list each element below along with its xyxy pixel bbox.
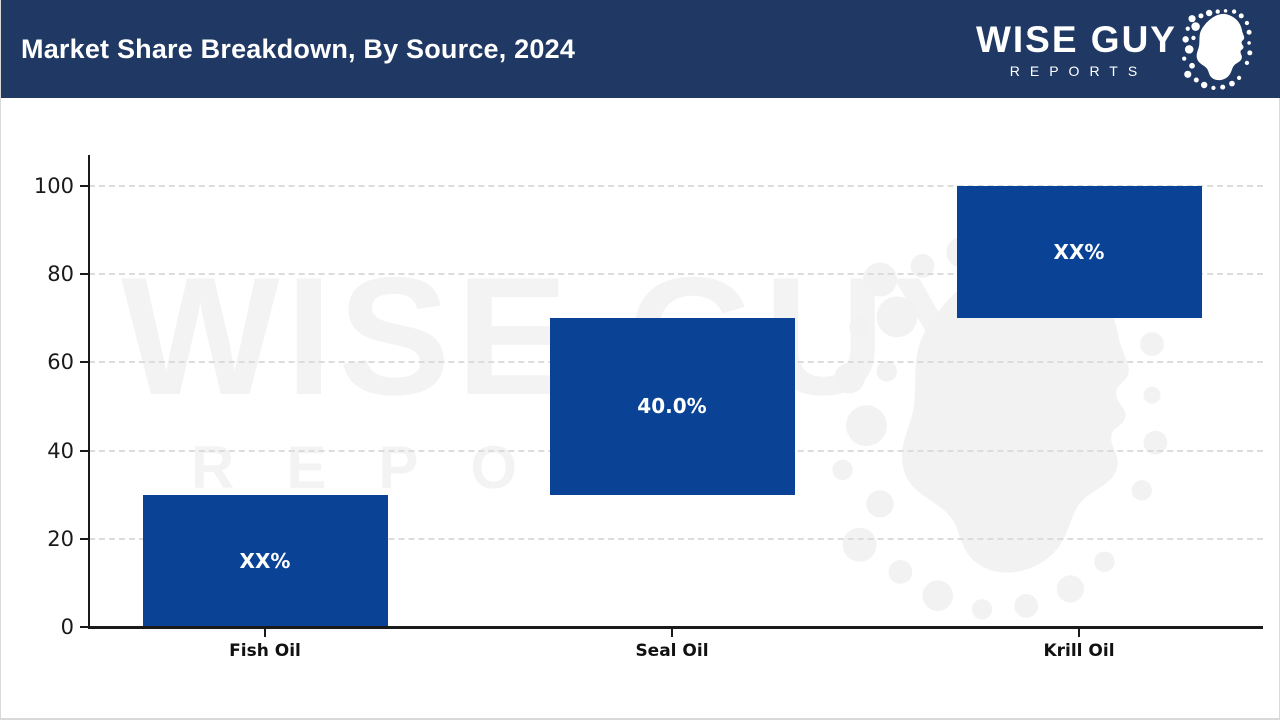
gridline-100 — [89, 185, 1263, 187]
x-axis-tick-fish-oil — [264, 629, 266, 637]
logo-wordmark: WISE GUY — [975, 18, 1177, 60]
y-axis-tick-label-0: 0 — [60, 615, 74, 639]
y-axis-spine — [88, 155, 90, 629]
category-label-krill-oil: Krill Oil — [1043, 641, 1115, 661]
y-axis-tick-label-20: 20 — [47, 526, 74, 551]
bar-value-label-seal-oil: 40.0% — [637, 394, 707, 419]
bar-seal-oil: 40.0% — [549, 318, 795, 495]
logo-reports-label: REPORTS — [1009, 62, 1148, 79]
y-axis-tick-label-60: 60 — [47, 350, 74, 375]
bar-krill-oil: XX% — [956, 186, 1202, 319]
gridline-80 — [89, 273, 1263, 276]
report-header: Market Share Breakdown, By Source, 2024 … — [1, 0, 1280, 98]
x-axis-tick-krill-oil — [1078, 629, 1080, 637]
y-axis-tick-40 — [80, 449, 88, 452]
bar-fish-oil: XX% — [142, 494, 388, 627]
y-axis-tick-0 — [80, 626, 88, 628]
y-axis-tick-label-80: 80 — [47, 262, 74, 287]
x-axis-spine — [88, 626, 1263, 629]
gridline-20 — [89, 537, 1263, 540]
y-axis-tick-label-40: 40 — [47, 438, 74, 463]
logo-text: WISE GUY REPORTS — [976, 21, 1177, 78]
bar-value-label-krill-oil: XX% — [1053, 240, 1105, 265]
page-title: Market Share Breakdown, By Source, 2024 — [21, 33, 576, 64]
y-axis-tick-label-100: 100 — [33, 174, 74, 198]
x-axis-tick-seal-oil — [671, 629, 673, 637]
category-label-fish-oil: Fish Oil — [229, 641, 301, 661]
y-axis-tick-20 — [80, 537, 88, 540]
category-label-seal-oil: Seal Oil — [635, 641, 709, 661]
bar-value-label-fish-oil: XX% — [239, 548, 291, 573]
wise-guy-reports-logo: WISE GUY REPORTS — [976, 8, 1253, 90]
y-axis-tick-60 — [80, 361, 88, 364]
y-axis-tick-80 — [80, 273, 88, 276]
y-axis-tick-100 — [80, 185, 88, 187]
